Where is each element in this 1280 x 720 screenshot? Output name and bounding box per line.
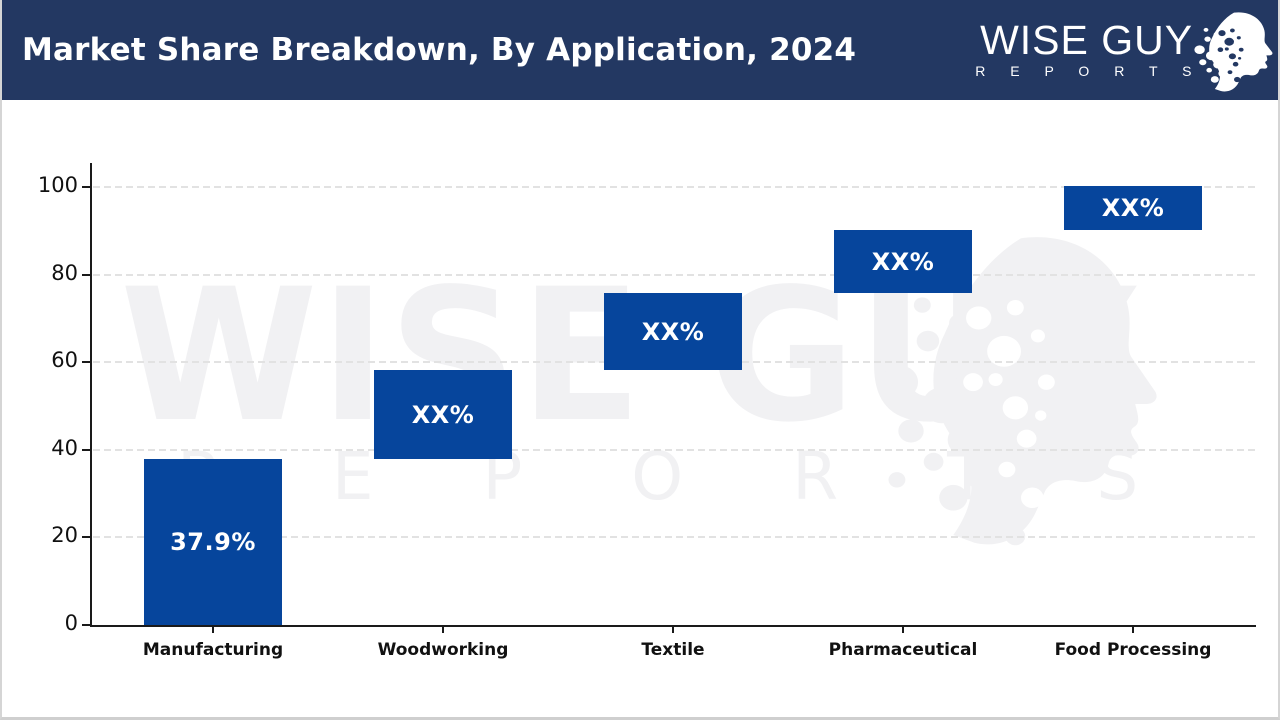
header-bar: Market Share Breakdown, By Application, … bbox=[2, 0, 1278, 100]
gridline-40 bbox=[93, 448, 1255, 451]
bar-textile: XX% bbox=[604, 293, 742, 371]
y-tick-label-40: 40 bbox=[51, 435, 78, 460]
x-tick-mark-4 bbox=[1132, 627, 1134, 633]
bar-food-processing: XX% bbox=[1064, 186, 1202, 231]
y-tick-mark-60 bbox=[82, 361, 90, 364]
y-tick-mark-80 bbox=[82, 273, 90, 276]
chart-title: Market Share Breakdown, By Application, … bbox=[22, 32, 857, 68]
bar-value-label: XX% bbox=[871, 247, 935, 276]
gridline-20 bbox=[93, 536, 1255, 539]
category-label-woodworking: Woodworking bbox=[377, 640, 509, 660]
x-tick-mark-1 bbox=[442, 627, 444, 633]
bar-value-label: 37.9% bbox=[170, 527, 256, 556]
brand-logo-wiseguy: WISE GUY bbox=[980, 17, 1194, 63]
watermark-head-icon bbox=[881, 237, 1157, 546]
category-label-textile: Textile bbox=[641, 640, 705, 660]
y-tick-label-100: 100 bbox=[37, 173, 78, 197]
x-tick-mark-0 bbox=[212, 627, 214, 633]
y-tick-label-60: 60 bbox=[51, 348, 78, 373]
bar-value-label: XX% bbox=[411, 400, 475, 429]
y-tick-label-80: 80 bbox=[51, 260, 78, 285]
bar-value-label: XX% bbox=[641, 317, 705, 346]
category-label-food-processing: Food Processing bbox=[1054, 640, 1212, 660]
y-tick-mark-40 bbox=[82, 448, 90, 451]
y-tick-mark-100 bbox=[82, 186, 90, 188]
x-tick-mark-3 bbox=[902, 627, 904, 633]
y-tick-mark-20 bbox=[82, 536, 90, 539]
y-axis-line bbox=[90, 163, 92, 627]
x-tick-mark-2 bbox=[672, 627, 674, 633]
bar-pharmaceutical: XX% bbox=[834, 230, 972, 294]
gridline-80 bbox=[93, 273, 1255, 276]
y-tick-label-0: 0 bbox=[64, 611, 78, 635]
gridline-100 bbox=[93, 186, 1255, 188]
category-label-manufacturing: Manufacturing bbox=[142, 640, 284, 660]
y-tick-mark-0 bbox=[82, 624, 90, 626]
brand-logo-text: WISE GUY R E P O R T S bbox=[971, 17, 1202, 80]
bar-woodworking: XX% bbox=[374, 370, 512, 459]
brand-logo-reports: R E P O R T S bbox=[975, 63, 1202, 79]
x-axis-line bbox=[90, 625, 1256, 627]
plot-area: 0 20 40 60 80 100 37.9% Manufacturing XX% Woodwor… bbox=[2, 100, 1278, 717]
category-label-pharmaceutical: Pharmaceutical bbox=[828, 640, 978, 660]
brand-head-icon bbox=[1194, 12, 1273, 92]
y-tick-label-20: 20 bbox=[51, 523, 78, 548]
bar-manufacturing: 37.9% bbox=[144, 458, 282, 625]
brand-logo: WISE GUY R E P O R T S bbox=[975, 6, 1274, 96]
bar-value-label: XX% bbox=[1101, 194, 1165, 223]
